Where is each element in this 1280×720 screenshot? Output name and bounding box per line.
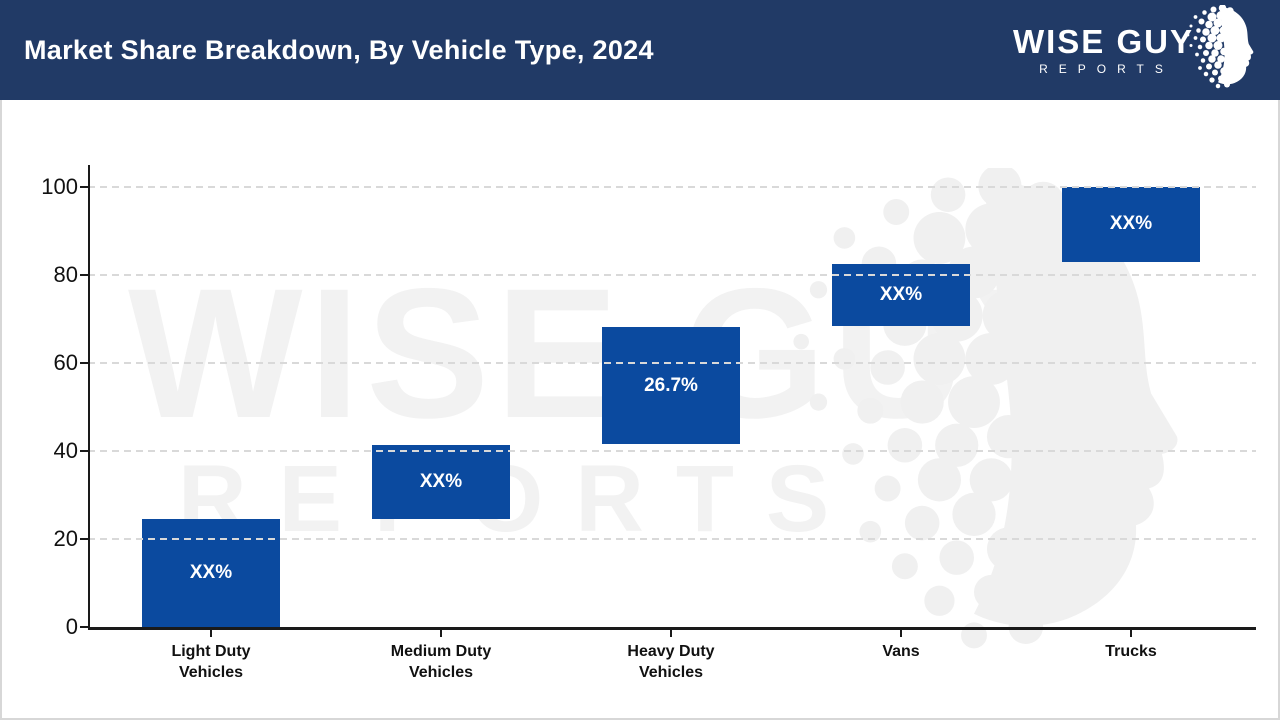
bar-value-label: XX% [189,562,233,584]
bar-value-label: 26.7% [644,374,698,396]
bar-light-duty-vehicles [142,519,280,627]
x-axis-tick [440,630,442,637]
x-axis-category-line: Vehicles [408,664,474,681]
gridline [88,186,1256,188]
x-axis-line [88,627,1256,630]
x-axis-category-line: Medium Duty [390,643,492,660]
gridline [88,538,1256,540]
bar-value-label: XX% [419,471,463,493]
x-axis-tick [210,630,212,637]
logo-wordmark: WISE GUY REPORTS [1013,25,1194,76]
x-axis-category-line: Light Duty [171,643,251,660]
header-bar: Market Share Breakdown, By Vehicle Type,… [0,0,1280,100]
x-axis-tick [1130,630,1132,637]
x-axis-category-line: Heavy Duty [627,643,715,660]
y-axis-tick [80,186,88,188]
x-axis-tick [900,630,902,637]
y-axis-tick-label: 80 [53,262,78,287]
gridline [88,274,1256,276]
bar-heavy-duty-vehicles [602,326,740,445]
x-axis-category-label: Vans [786,641,1016,662]
x-axis-category-label: Medium Duty Vehicles [326,641,556,683]
bar-medium-duty-vehicles [372,444,510,520]
logo-name-bottom: REPORTS [1039,61,1174,76]
y-axis-tick [80,450,88,452]
y-axis-tick-label: 40 [53,438,78,463]
gridline [88,362,1256,364]
x-axis-category-label: Light Duty Vehicles [96,641,326,683]
x-axis-category-line: Vehicles [638,664,704,681]
x-axis-category-line: Vehicles [178,664,244,681]
x-axis-category-label: Trucks [1016,641,1246,662]
x-axis-tick [670,630,672,637]
y-axis-line [88,165,90,629]
x-axis-category-line: Vans [882,643,920,660]
y-axis-tick [80,626,88,628]
logo-name-top: WISE GUY [1012,22,1194,60]
bar-value-label: XX% [1109,213,1153,235]
y-axis-tick-label: 20 [53,526,78,551]
y-axis-tick [80,362,88,364]
y-axis-tick-label: 0 [65,614,78,639]
x-axis-category-label: Heavy Duty Vehicles [556,641,786,683]
wise-guy-reports-logo: WISE GUY REPORTS [1013,5,1256,95]
x-axis-category-line: Trucks [1105,643,1157,660]
bar-value-label: XX% [879,284,923,306]
gridline [88,450,1256,452]
y-axis-tick-label: 60 [53,350,78,375]
y-axis-tick-label: 100 [41,174,78,199]
y-axis-tick [80,538,88,540]
y-axis-tick [80,274,88,276]
chart-title: Market Share Breakdown, By Vehicle Type,… [24,34,654,65]
